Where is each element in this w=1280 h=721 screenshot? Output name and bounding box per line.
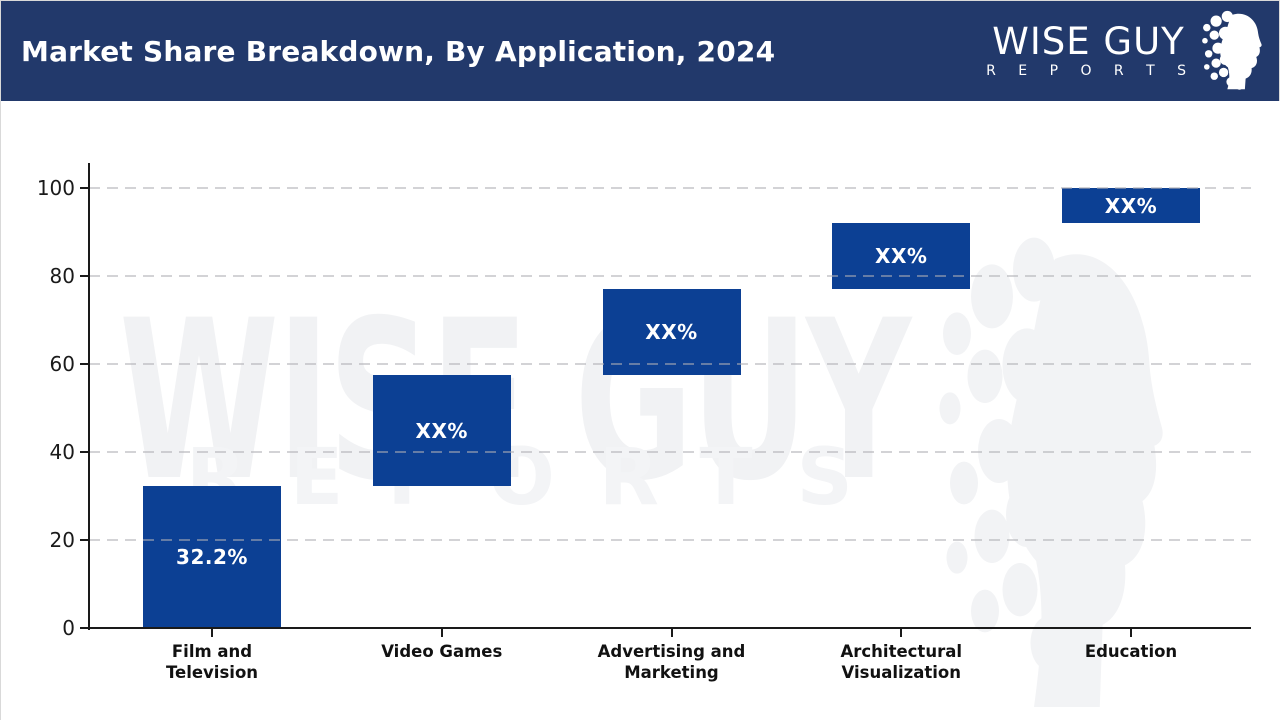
- bar-value-label: XX%: [1104, 193, 1158, 218]
- y-axis-tick-0: [80, 627, 88, 629]
- header-bar: Market Share Breakdown, By Application, …: [1, 1, 1279, 101]
- bar-value-label: XX%: [415, 418, 468, 443]
- y-tick-label-0: 0: [62, 616, 75, 640]
- y-axis-tick-80: [80, 275, 88, 277]
- bar-education: XX%: [1062, 188, 1200, 224]
- bar-advertising-and-marketing: XX%: [602, 289, 741, 375]
- brand-logo: WISE GUY R E P O R T S: [982, 9, 1265, 93]
- brand-subtitle: R E P O R T S: [986, 63, 1195, 79]
- y-tick-label-20: 20: [49, 528, 75, 552]
- x-category-label-3: Architectural Visualization: [840, 642, 962, 682]
- gridline-60: [89, 363, 1251, 365]
- y-axis-tick-60: [80, 363, 88, 365]
- gridline-100: [89, 187, 1251, 189]
- y-axis-line: [88, 163, 90, 630]
- bar-value-label: XX%: [645, 320, 698, 345]
- x-axis-tick-4: [1130, 629, 1132, 637]
- x-category-label-2: Advertising and Marketing: [597, 642, 746, 682]
- chart-title: Market Share Breakdown, By Application, …: [21, 34, 776, 68]
- x-axis-tick-3: [900, 629, 903, 637]
- x-category-label-4: Education: [1084, 642, 1178, 661]
- watermark-brand-text: WISE GUY: [119, 273, 911, 529]
- y-tick-label-80: 80: [49, 264, 75, 288]
- bar-value-label: 32.2%: [176, 545, 248, 570]
- gridline-20: [89, 539, 1251, 541]
- x-axis-line: [88, 627, 1251, 629]
- brand-logo-text: WISE GUY R E P O R T S: [982, 23, 1195, 79]
- brand-name: WISE GUY: [992, 20, 1185, 63]
- x-category-label-1: Video Games: [381, 642, 503, 661]
- dotted-head-profile-icon: [1202, 10, 1262, 90]
- bar-architectural-visualization: XX%: [832, 223, 971, 290]
- y-tick-label-100: 100: [36, 176, 75, 200]
- bar-video-games: XX%: [372, 375, 511, 487]
- x-axis-tick-0: [211, 629, 213, 637]
- y-axis-tick-20: [80, 539, 88, 541]
- gridline-40: [89, 451, 1251, 453]
- x-axis-tick-2: [670, 629, 673, 637]
- x-axis-tick-1: [440, 629, 443, 637]
- y-tick-label-60: 60: [49, 352, 75, 376]
- x-category-label-0: Film and Television: [165, 642, 259, 682]
- y-axis-tick-100: [80, 187, 88, 189]
- bar-value-label: XX%: [875, 244, 928, 269]
- y-tick-label-40: 40: [49, 440, 75, 464]
- gridline-80: [89, 275, 1251, 277]
- y-axis-tick-40: [80, 451, 88, 453]
- bar-film-and-television: 32.2%: [143, 486, 281, 628]
- watermark-head-icon: [939, 237, 1163, 707]
- chart-plot-area: WISE GUY REPORTS 32.2% XX% XX% XX% XX% 0 20 40 6…: [1, 101, 1280, 721]
